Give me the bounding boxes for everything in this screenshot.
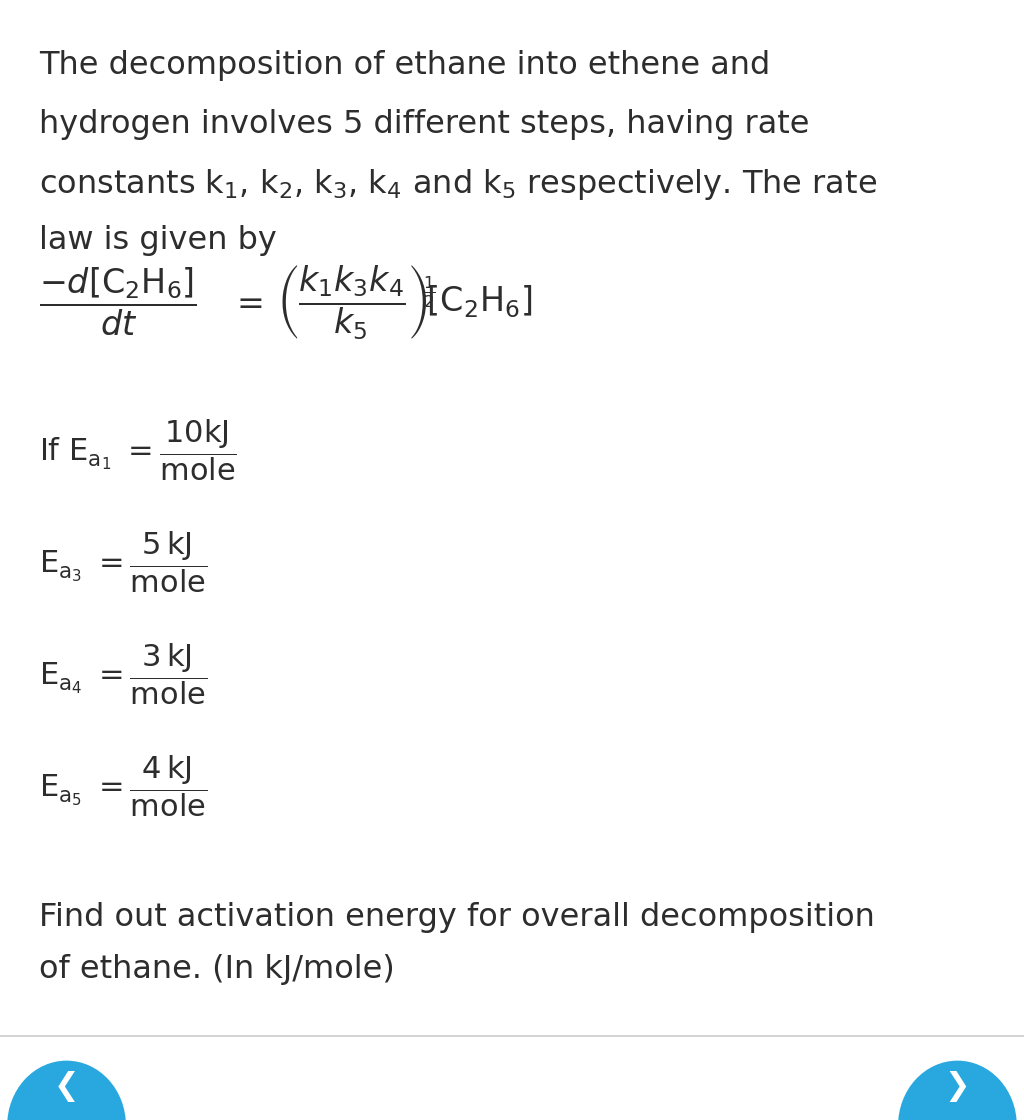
Text: ❯: ❯ [945, 1071, 970, 1102]
Text: law is given by: law is given by [39, 225, 276, 256]
Text: The decomposition of ethane into ethene and: The decomposition of ethane into ethene … [39, 50, 770, 82]
Text: $\mathrm{E_{a_3}}$ $=\dfrac{5\,\mathrm{kJ}}{\mathrm{mole}}$: $\mathrm{E_{a_3}}$ $=\dfrac{5\,\mathrm{k… [39, 530, 208, 595]
Circle shape [7, 1061, 126, 1120]
Text: $\mathrm{E_{a_4}}$ $=\dfrac{3\,\mathrm{kJ}}{\mathrm{mole}}$: $\mathrm{E_{a_4}}$ $=\dfrac{3\,\mathrm{k… [39, 642, 208, 707]
Text: $=$: $=$ [230, 286, 263, 319]
Text: If $\mathrm{E_{a_1}}$ $=\dfrac{10\mathrm{kJ}}{\mathrm{mole}}$: If $\mathrm{E_{a_1}}$ $=\dfrac{10\mathrm… [39, 418, 237, 483]
Text: constants k$_1$, k$_2$, k$_3$, k$_4$ and k$_5$ respectively. The rate: constants k$_1$, k$_2$, k$_3$, k$_4$ and… [39, 167, 877, 202]
Text: ❮: ❮ [54, 1071, 79, 1102]
Text: of ethane. (In kJ/mole): of ethane. (In kJ/mole) [39, 954, 394, 986]
Text: $\left(\dfrac{k_1k_3k_4}{k_5}\right)^{\!\!\frac{1}{2}}\!\!\left[\mathrm{C_2H_6}\: $\left(\dfrac{k_1k_3k_4}{k_5}\right)^{\!… [276, 263, 534, 342]
Circle shape [898, 1061, 1017, 1120]
Text: $\dfrac{-d\left[\mathrm{C_2H_6}\right]}{dt}$: $\dfrac{-d\left[\mathrm{C_2H_6}\right]}{… [39, 267, 197, 338]
Text: Find out activation energy for overall decomposition: Find out activation energy for overall d… [39, 902, 874, 933]
Text: hydrogen involves 5 different steps, having rate: hydrogen involves 5 different steps, hav… [39, 109, 809, 140]
Text: $\mathrm{E_{a_5}}$ $=\dfrac{4\,\mathrm{kJ}}{\mathrm{mole}}$: $\mathrm{E_{a_5}}$ $=\dfrac{4\,\mathrm{k… [39, 754, 208, 819]
